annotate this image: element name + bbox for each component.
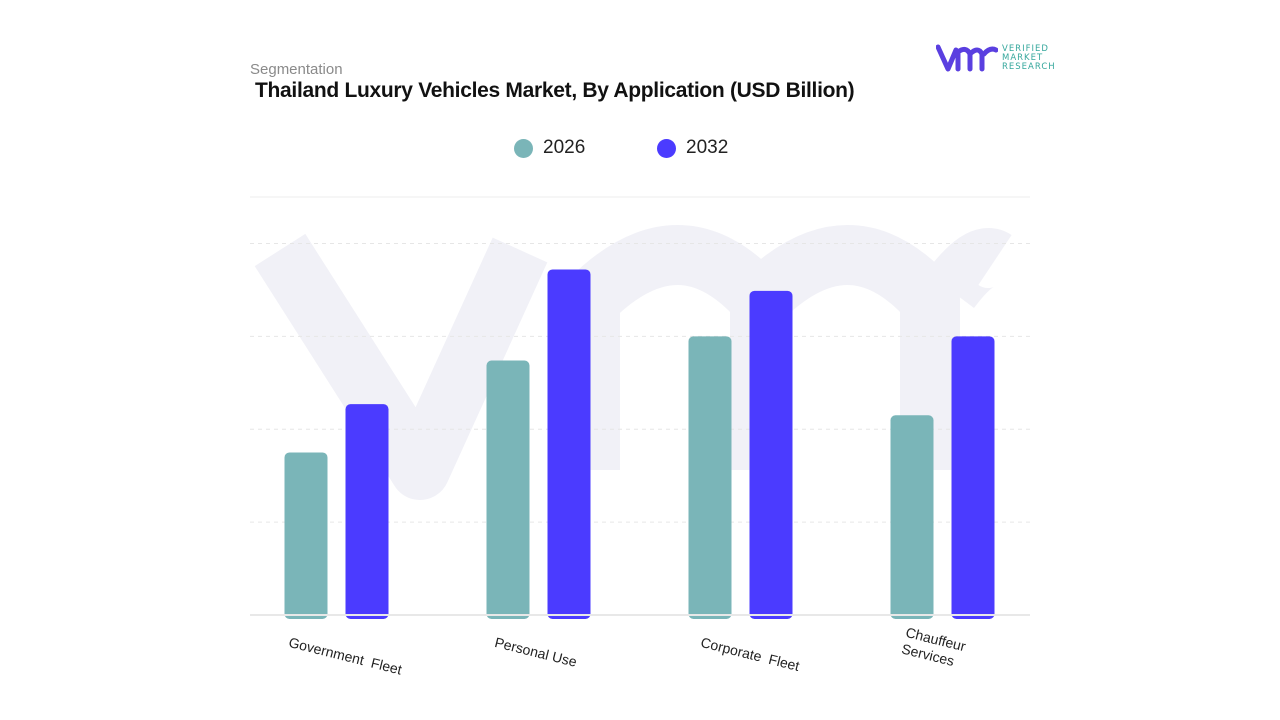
bar-2026-3	[890, 415, 934, 619]
legend-item-2026: 2026	[514, 137, 585, 159]
bar-2032-0	[345, 404, 389, 619]
bar-2032-2	[749, 290, 793, 619]
legend-label-2026: 2026	[543, 137, 586, 158]
segment-label: Segmentation	[250, 61, 343, 78]
bar-2032-3	[951, 336, 995, 619]
bar-2032-1	[547, 269, 591, 619]
bar-2026-2	[688, 336, 732, 619]
chart-title: Thailand Luxury Vehicles Market, By Appl…	[255, 79, 855, 102]
logo-line3: RESEARCH	[1002, 62, 1056, 72]
legend-dot-2026	[514, 138, 533, 158]
legend-item-2032: 2032	[657, 137, 728, 159]
logo-line2: MARKET	[1002, 53, 1044, 63]
bar-2026-0	[284, 452, 328, 619]
vmr-logo-icon	[936, 44, 998, 72]
bar-2026-1	[486, 360, 530, 619]
legend-dot-2032	[657, 138, 676, 158]
watermark-icon	[254, 225, 1012, 500]
legend-label-2032: 2032	[686, 137, 729, 158]
logo-text: VERIFIED MARKET RESEARCH	[1002, 45, 1056, 72]
logo-line1: VERIFIED	[1002, 44, 1049, 54]
